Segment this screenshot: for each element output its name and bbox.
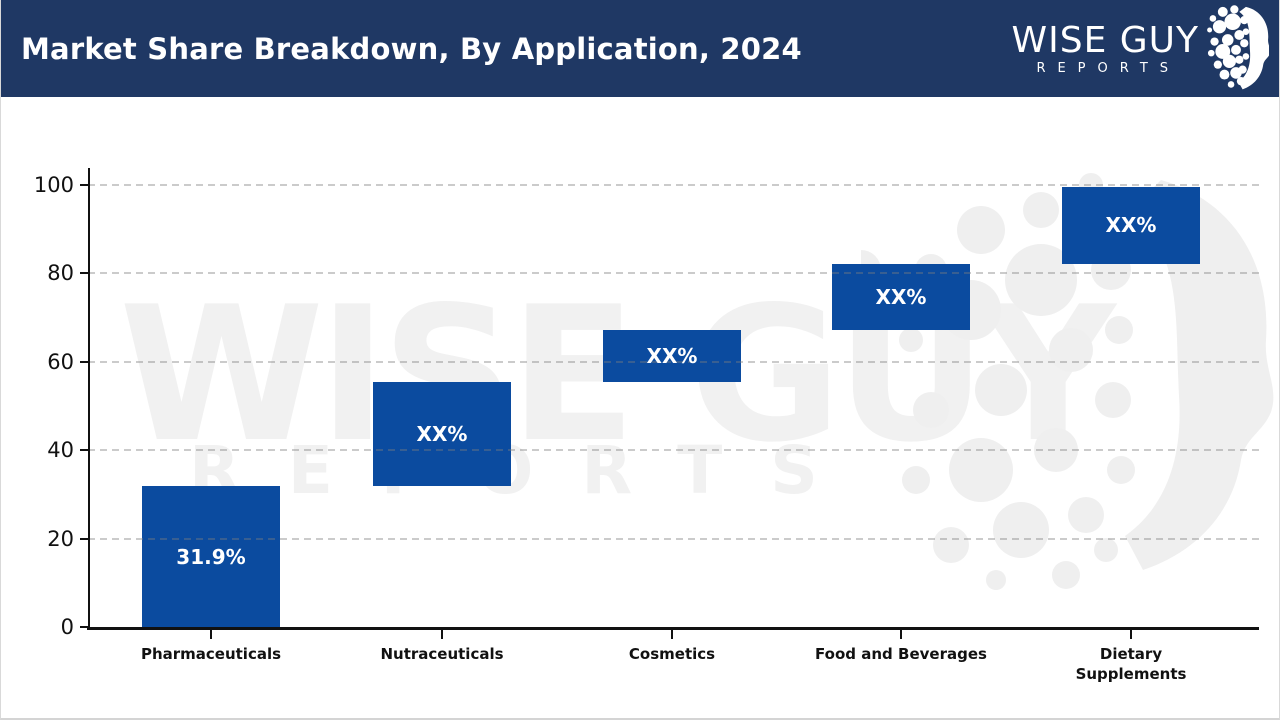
x-tick-label-nutraceuticals: Nutraceuticals — [380, 645, 504, 663]
logo-head-icon — [1207, 4, 1269, 89]
logo-wordmark: WISE GUY — [1011, 19, 1199, 61]
bar-cosmetics — [603, 330, 741, 382]
logo-text: WISE GUY REPORTS — [1011, 19, 1200, 76]
x-tick-mark-dietary-supplements — [1130, 630, 1132, 639]
y-tick-label-100: 100 — [33, 173, 74, 197]
x-tick-label-cosmetics: Cosmetics — [628, 645, 716, 663]
y-tick-label-60: 60 — [47, 349, 74, 374]
page-title: Market Share Breakdown, By Application, … — [21, 31, 802, 66]
bar-value-label-dietary-supplements: XX% — [1105, 213, 1157, 238]
bar-pharmaceuticals — [142, 486, 280, 627]
watermark-head-icon — [861, 173, 1274, 590]
bar-value-label-nutraceuticals: XX% — [416, 421, 468, 446]
gridline-40 — [88, 449, 1259, 452]
logo-subtext: REPORTS — [1036, 60, 1181, 76]
y-tick-mark-60 — [80, 360, 88, 363]
x-tick-mark-food-and-beverages — [900, 630, 902, 639]
bar-value-label-cosmetics: XX% — [646, 344, 698, 369]
x-tick-mark-pharmaceuticals — [210, 630, 212, 639]
y-tick-label-20: 20 — [47, 526, 74, 551]
x-axis-line — [87, 627, 1259, 630]
gridline-100 — [88, 184, 1259, 186]
gridline-60 — [88, 360, 1259, 363]
wise-guy-reports-logo: WISE GUY REPORTS — [1011, 0, 1269, 97]
gridline-80 — [88, 272, 1259, 275]
y-tick-label-80: 80 — [47, 261, 74, 286]
y-tick-label-40: 40 — [47, 438, 74, 463]
x-tick-label-food-and-beverages: Food and Beverages — [815, 645, 987, 663]
waterfall-chart: 0 20 40 60 80 100 31.9% Pharmaceuticals XX% Nutra… — [1, 97, 1279, 718]
y-tick-mark-100 — [80, 184, 88, 186]
header-bar: Market Share Breakdown, By Application, … — [1, 0, 1279, 97]
y-tick-mark-80 — [80, 272, 88, 275]
bar-food-and-beverages — [832, 263, 970, 331]
gridline-20 — [88, 537, 1259, 540]
bar-nutraceuticals — [373, 381, 511, 486]
x-tick-mark-nutraceuticals — [441, 630, 443, 639]
y-tick-mark-0 — [80, 626, 88, 628]
bar-value-label-food-and-beverages: XX% — [875, 285, 927, 310]
y-tick-mark-20 — [80, 537, 88, 540]
bar-value-label-pharmaceuticals: 31.9% — [176, 544, 246, 569]
y-tick-label-0: 0 — [60, 615, 74, 639]
x-tick-label-pharmaceuticals: Pharmaceuticals — [140, 645, 282, 663]
x-tick-label-dietary-supplements: Dietary Supplements — [1075, 645, 1187, 684]
bar-dietary-supplements — [1062, 187, 1200, 264]
x-tick-mark-cosmetics — [671, 630, 673, 639]
y-axis-line — [88, 168, 90, 630]
y-tick-mark-40 — [80, 449, 88, 452]
